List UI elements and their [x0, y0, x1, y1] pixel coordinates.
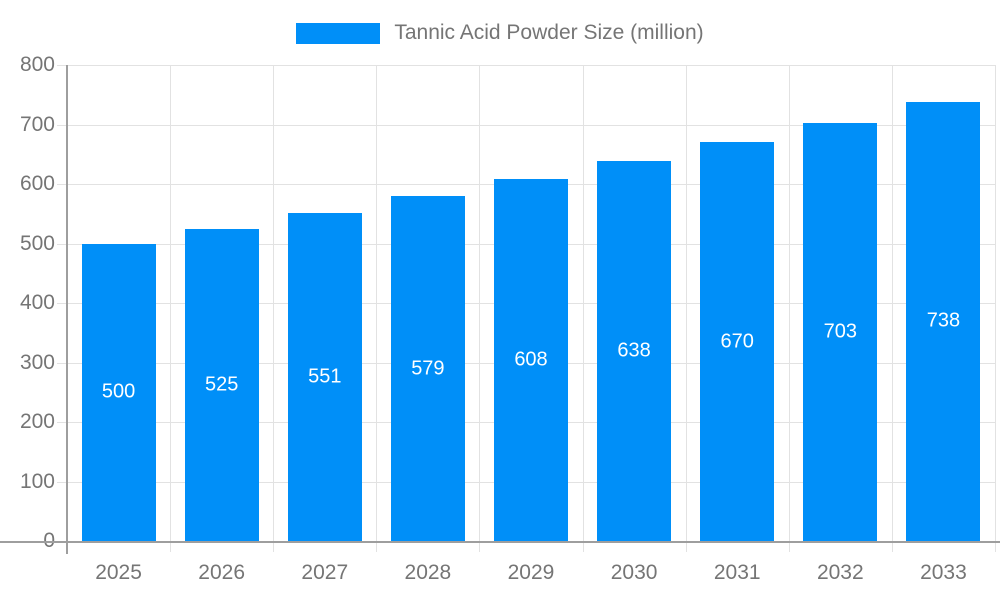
y-grid-line — [67, 124, 995, 126]
x-tick-mark — [995, 541, 996, 552]
x-grid-line — [995, 65, 996, 541]
x-grid-line — [788, 65, 790, 541]
y-tick-mark — [57, 65, 67, 66]
x-grid-line — [582, 65, 584, 541]
x-axis-label: 2025 — [95, 561, 142, 584]
y-axis-line — [66, 65, 68, 554]
legend: Tannic Acid Powder Size (million) — [0, 18, 1000, 48]
bar — [700, 142, 775, 541]
bar-value-label: 738 — [926, 309, 961, 332]
y-tick-mark — [57, 124, 67, 126]
x-axis-label: 2026 — [198, 561, 246, 584]
y-tick-mark — [57, 184, 67, 185]
y-axis-label: 200 — [19, 410, 55, 433]
y-tick-mark — [57, 422, 67, 423]
y-tick-mark — [57, 243, 67, 245]
x-grid-line — [891, 65, 893, 541]
bar — [287, 213, 362, 541]
x-tick-mark — [685, 541, 687, 552]
bar-value-label: 703 — [823, 320, 858, 343]
bar — [390, 196, 465, 541]
x-grid-line — [170, 65, 172, 541]
x-axis-label: 2029 — [507, 561, 555, 584]
y-axis-label: 100 — [19, 469, 55, 493]
x-tick-mark — [170, 541, 172, 552]
x-axis-label: 2031 — [713, 561, 761, 584]
bar-value-label: 579 — [411, 357, 445, 380]
bar — [803, 122, 878, 541]
bar-value-label: 670 — [720, 330, 754, 353]
y-axis-label: 400 — [19, 291, 55, 314]
x-axis-label: 2033 — [920, 561, 967, 584]
x-tick-mark — [788, 541, 790, 552]
x-tick-mark — [273, 541, 275, 552]
x-tick-mark — [582, 541, 584, 552]
bar — [906, 101, 981, 541]
x-tick-mark — [891, 541, 893, 552]
x-axis-label: 2027 — [301, 561, 349, 584]
y-axis-label: 700 — [19, 112, 55, 136]
y-axis-label: 800 — [19, 53, 55, 76]
bar-value-label: 551 — [308, 365, 342, 388]
x-grid-line — [685, 65, 687, 541]
bar — [81, 243, 156, 541]
x-grid-line — [376, 65, 378, 541]
bar — [494, 179, 568, 541]
legend-label: Tannic Acid Powder Size (million) — [394, 21, 704, 44]
x-axis-label: 2028 — [404, 561, 452, 584]
bar-value-label: 525 — [204, 373, 239, 396]
legend-swatch — [296, 22, 381, 44]
y-axis-label: 500 — [19, 231, 55, 255]
bar — [184, 228, 259, 541]
x-axis-label: 2030 — [610, 561, 658, 584]
x-axis-label: 2032 — [816, 561, 864, 584]
x-grid-line — [273, 65, 275, 541]
y-axis-label: 600 — [19, 172, 55, 195]
y-axis-label: 300 — [19, 350, 55, 374]
bar — [597, 161, 672, 541]
y-axis-label: 0 — [0, 529, 55, 553]
y-tick-mark — [57, 303, 67, 304]
bar-value-label: 500 — [101, 380, 136, 403]
x-grid-line — [479, 65, 481, 541]
x-tick-mark — [376, 541, 378, 552]
y-tick-mark — [57, 362, 67, 364]
bar-value-label: 608 — [514, 348, 548, 371]
y-tick-mark — [57, 481, 67, 483]
x-tick-mark — [479, 541, 481, 552]
y-grid-line — [67, 65, 995, 66]
x-axis-line — [0, 541, 1000, 543]
bar-value-label: 638 — [617, 339, 651, 362]
